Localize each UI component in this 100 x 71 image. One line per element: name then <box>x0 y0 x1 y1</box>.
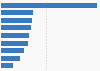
Bar <box>1 41 28 46</box>
Bar <box>1 10 34 15</box>
Bar <box>1 25 31 30</box>
Bar <box>1 3 97 8</box>
Bar <box>1 33 29 38</box>
Bar <box>1 56 20 61</box>
Bar <box>1 18 32 23</box>
Bar <box>1 63 13 68</box>
Bar <box>1 48 24 53</box>
